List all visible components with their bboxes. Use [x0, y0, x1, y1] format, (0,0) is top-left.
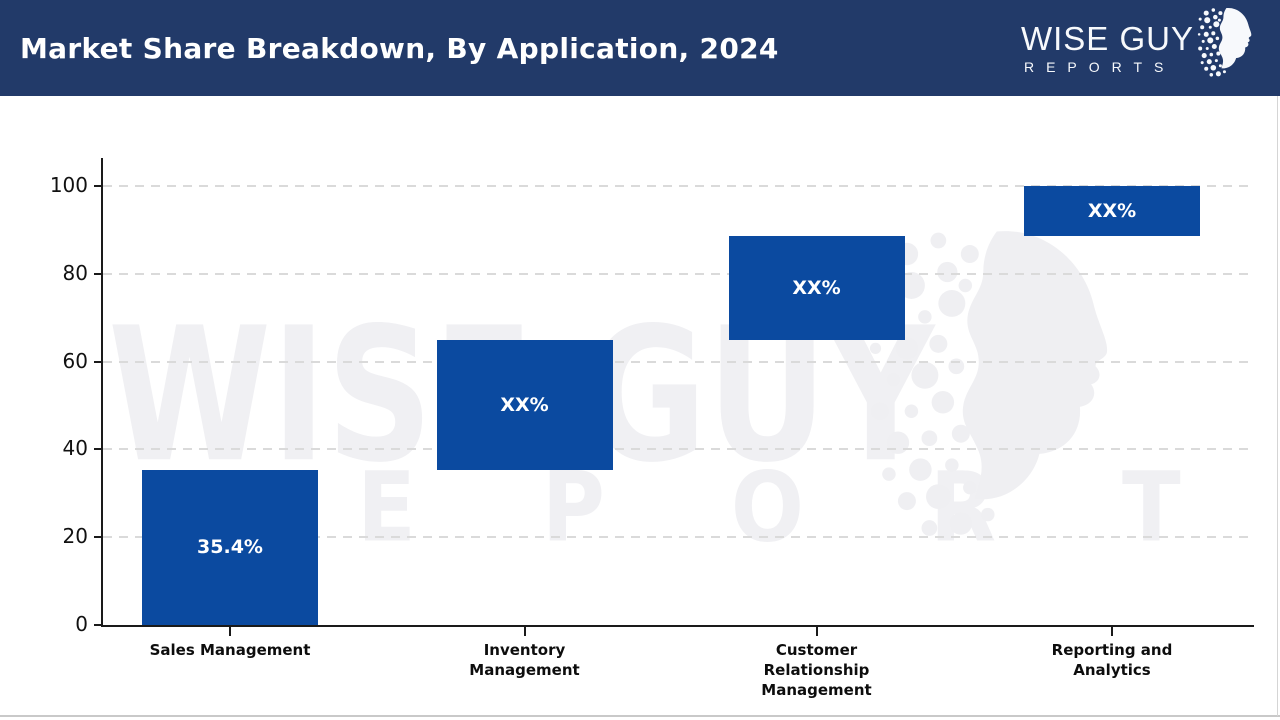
y-tick-label: 100 — [49, 173, 88, 197]
bar-value-label: XX% — [792, 276, 841, 299]
x-category-label-line: Sales Management — [149, 641, 311, 659]
gridline-20 — [103, 536, 1253, 539]
bar-value-label: XX% — [1087, 199, 1137, 222]
y-tick-label: 60 — [62, 348, 88, 373]
gridline-40 — [103, 448, 1253, 451]
x-category-label: Sales Management — [110, 640, 350, 660]
bar-segment: XX% — [1024, 186, 1200, 236]
bar-segment: XX% — [436, 339, 613, 470]
y-axis-tick-0 — [94, 624, 102, 626]
y-axis-tick-100 — [94, 185, 102, 187]
x-category-label-line: Analytics — [1073, 661, 1151, 679]
y-axis-tick-40 — [94, 448, 102, 451]
x-category-label-line: Relationship — [763, 661, 870, 679]
brand-subname: REPORTS — [1023, 59, 1176, 75]
y-tick-label: 80 — [62, 260, 88, 285]
bar-segment: 35.4% — [142, 469, 318, 625]
x-category-label: Reporting and Analytics — [992, 640, 1232, 680]
y-tick-label: 20 — [62, 524, 88, 549]
brand-face-icon — [1197, 7, 1252, 77]
header-bar: Market Share Breakdown, By Application, … — [0, 0, 1280, 96]
gridline-80 — [103, 272, 1253, 275]
x-category-label-line: Management — [469, 661, 580, 679]
y-axis-tick-80 — [94, 272, 102, 275]
brand-logo: WISE GUY REPORTS — [1021, 5, 1262, 91]
x-category-label-line: Customer — [775, 641, 858, 659]
gridline-60 — [103, 360, 1253, 363]
y-tick-label: 0 — [75, 612, 88, 636]
bar-value-label: XX% — [500, 393, 549, 416]
right-border-line — [1277, 96, 1278, 716]
x-category-label-line: Inventory — [483, 641, 566, 659]
y-axis-line — [101, 158, 103, 627]
x-axis-line — [101, 625, 1254, 627]
page-title: Market Share Breakdown, By Application, … — [20, 31, 779, 65]
y-tick-label: 40 — [62, 436, 88, 461]
x-axis-tick — [523, 627, 526, 636]
brand-logo-text: WISE GUY REPORTS — [1020, 20, 1194, 76]
y-axis-tick-20 — [94, 536, 102, 539]
bottom-border-line — [0, 715, 1280, 717]
watermark-subword: R E P O R T S — [165, 452, 1280, 564]
x-axis-tick — [1111, 627, 1113, 636]
plot-area: 0 20 40 60 80 100 35.4% XX% XX% XX% Sales Manageme… — [0, 96, 1280, 716]
bar-segment: XX% — [728, 235, 905, 340]
x-category-label: Inventory Management — [405, 640, 645, 680]
x-category-label-line: Reporting and — [1051, 641, 1173, 659]
y-axis-tick-60 — [94, 360, 102, 363]
x-category-label-line: Management — [761, 681, 872, 699]
bar-value-label: 35.4% — [197, 536, 263, 559]
brand-name: WISE GUY — [1020, 20, 1194, 57]
gridline-100 — [103, 185, 1253, 187]
x-axis-tick — [229, 627, 231, 636]
x-category-label: Customer Relationship Management — [697, 640, 937, 700]
x-axis-tick — [815, 627, 818, 636]
